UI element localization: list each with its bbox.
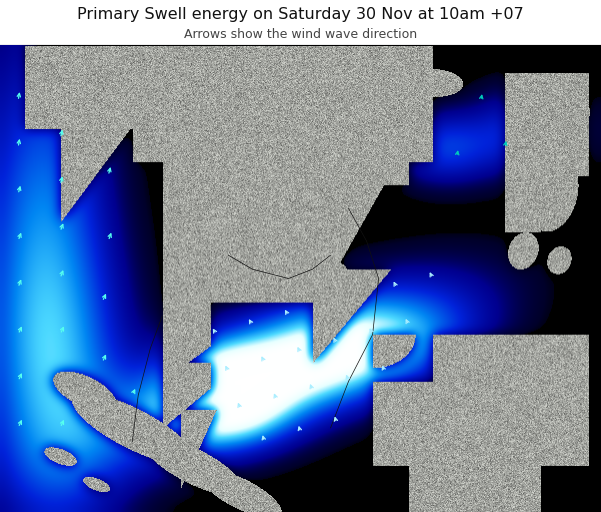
Text: Primary Swell energy on Saturday 30 Nov at 10am +07: Primary Swell energy on Saturday 30 Nov … (77, 7, 524, 22)
Text: Arrows show the wind wave direction: Arrows show the wind wave direction (184, 28, 417, 41)
